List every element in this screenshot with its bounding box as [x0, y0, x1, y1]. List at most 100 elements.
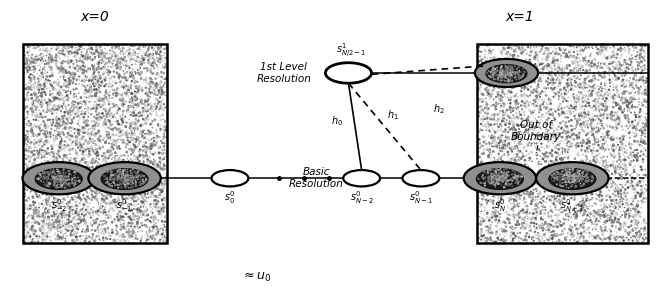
Point [639, 147, 650, 151]
Point [580, 62, 591, 67]
Point [69, 102, 80, 107]
Point [616, 82, 627, 87]
Point [27, 238, 38, 243]
Point [122, 143, 133, 148]
Point [505, 178, 515, 183]
Point [118, 137, 129, 142]
Point [84, 136, 95, 141]
Point [508, 72, 519, 76]
Point [71, 170, 82, 174]
Point [44, 91, 55, 96]
Point [131, 124, 141, 128]
Point [501, 70, 512, 75]
Point [477, 175, 488, 179]
Point [90, 186, 101, 191]
Point [80, 221, 90, 226]
Point [593, 127, 604, 131]
Point [608, 180, 619, 185]
Point [575, 106, 586, 111]
Point [65, 176, 76, 181]
Point [598, 42, 609, 47]
Point [78, 214, 89, 219]
Point [632, 236, 643, 241]
Point [547, 218, 558, 223]
Point [590, 103, 601, 108]
Point [104, 167, 114, 172]
Point [48, 117, 58, 122]
Point [473, 86, 483, 90]
Point [586, 92, 597, 97]
Point [488, 80, 499, 84]
Point [507, 234, 517, 239]
Point [75, 137, 86, 142]
Point [128, 215, 139, 220]
Point [125, 143, 136, 148]
Point [491, 107, 501, 111]
Point [555, 180, 566, 185]
Point [568, 177, 579, 182]
Point [616, 176, 626, 181]
Point [568, 173, 578, 178]
Point [559, 208, 570, 213]
Point [523, 81, 533, 86]
Text: $s_{-1}^0$: $s_{-1}^0$ [116, 197, 133, 214]
Point [72, 63, 82, 68]
Point [77, 108, 88, 113]
Point [499, 167, 509, 172]
Point [613, 102, 623, 107]
Point [52, 234, 63, 239]
Point [481, 63, 491, 68]
Point [527, 240, 537, 244]
Point [556, 70, 567, 75]
Point [519, 200, 530, 205]
Point [621, 229, 631, 234]
Point [100, 181, 110, 186]
Point [504, 184, 515, 189]
Point [572, 239, 583, 244]
Point [70, 178, 80, 182]
Point [123, 176, 133, 180]
Point [76, 155, 87, 160]
Point [86, 144, 97, 149]
Point [514, 131, 525, 136]
Point [505, 125, 515, 129]
Point [497, 71, 507, 76]
Point [587, 154, 598, 159]
Point [146, 181, 157, 186]
Point [51, 136, 62, 141]
Point [56, 219, 66, 224]
Point [125, 214, 135, 219]
Point [539, 86, 550, 90]
Point [626, 155, 637, 160]
Point [20, 203, 31, 207]
Point [21, 148, 31, 153]
Point [126, 172, 137, 176]
Point [138, 56, 149, 61]
Point [75, 143, 86, 148]
Point [627, 213, 637, 218]
Point [133, 226, 143, 231]
Point [515, 75, 525, 80]
Point [592, 234, 602, 238]
Point [125, 170, 135, 175]
Point [26, 126, 37, 131]
Point [568, 91, 579, 96]
Point [142, 192, 153, 196]
Point [37, 71, 47, 75]
Point [152, 112, 163, 117]
Point [53, 232, 64, 236]
Point [608, 148, 619, 153]
Point [476, 57, 487, 62]
Point [114, 72, 125, 77]
Point [145, 80, 156, 85]
Point [484, 165, 495, 170]
Point [572, 209, 583, 213]
Point [494, 43, 505, 47]
Point [579, 229, 590, 234]
Point [501, 121, 511, 125]
Point [46, 174, 57, 179]
Point [478, 119, 489, 124]
Point [76, 197, 87, 201]
Point [557, 177, 568, 182]
Point [559, 140, 570, 145]
